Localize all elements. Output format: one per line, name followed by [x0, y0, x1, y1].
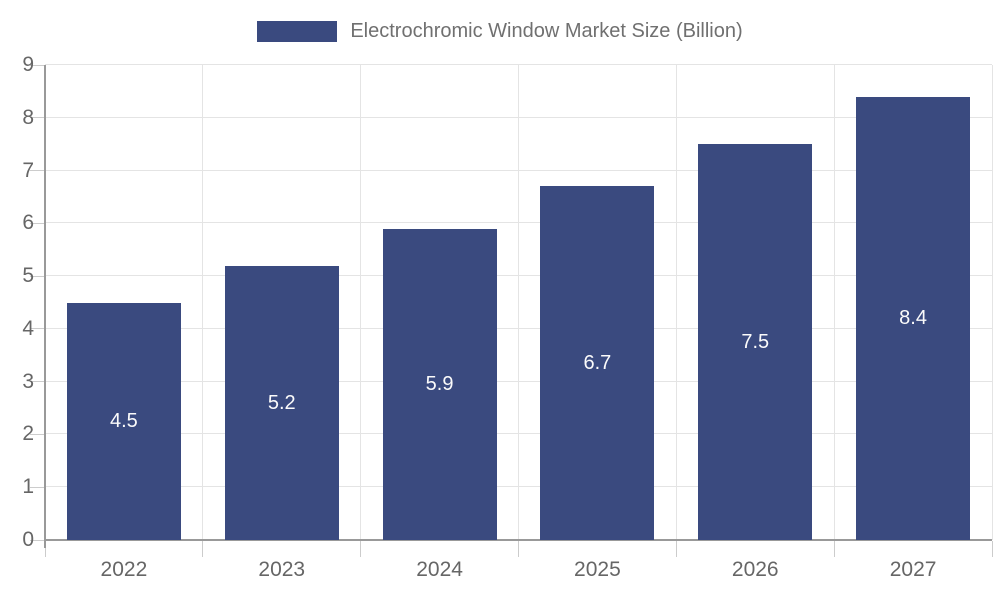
y-axis-tick-label: 2 — [22, 422, 34, 446]
x-axis-tick — [833, 541, 835, 557]
y-axis-tick — [30, 486, 45, 488]
bar: 4.5 — [66, 302, 181, 540]
bar: 6.7 — [540, 186, 655, 540]
x-axis-tick-label: 2023 — [258, 558, 306, 581]
bar-value-label: 7.5 — [741, 331, 770, 354]
bar: 7.5 — [698, 144, 813, 540]
x-axis-tick — [675, 541, 677, 557]
legend-label: Electrochromic Window Market Size (Billi… — [350, 20, 743, 42]
y-axis-tick-label: 9 — [22, 53, 34, 76]
v-gridline — [833, 65, 835, 540]
y-axis-tick-label: 8 — [22, 105, 34, 129]
x-axis-tick — [518, 541, 519, 557]
bar-value-label: 8.4 — [899, 307, 927, 330]
y-axis-tick — [30, 170, 45, 172]
bar-value-label: 5.9 — [425, 373, 454, 396]
x-axis-tick-label: 2026 — [731, 558, 779, 581]
v-gridline — [675, 65, 677, 540]
y-axis-tick — [30, 328, 45, 330]
y-axis-tick — [30, 433, 45, 435]
v-gridline — [991, 65, 993, 540]
y-axis-tick — [30, 539, 45, 541]
x-axis-tick-label: 2024 — [416, 558, 463, 581]
chart-legend: Electrochromic Window Market Size (Billi… — [0, 21, 1000, 42]
y-axis-tick-label: 4 — [22, 316, 34, 340]
y-axis-tick-label: 3 — [22, 369, 34, 393]
plot-area: 4.5 5.2 5.9 6.7 7.5 8.4 — [30, 64, 993, 557]
v-gridline — [518, 65, 519, 540]
x-axis-tick-label: 2027 — [889, 558, 937, 581]
bar: 5.2 — [224, 265, 339, 540]
x-axis-tick-label: 2022 — [100, 558, 148, 581]
y-axis-tick — [30, 222, 45, 224]
bar-value-label: 4.5 — [110, 410, 138, 433]
bar: 5.9 — [382, 228, 497, 540]
v-gridline — [202, 65, 204, 540]
x-axis-tick — [360, 541, 362, 557]
y-axis-tick-label: 6 — [22, 211, 34, 235]
x-axis-tick — [991, 541, 993, 557]
h-gridline — [45, 64, 992, 65]
bar: 8.4 — [856, 96, 971, 540]
y-axis-tick — [30, 275, 45, 277]
x-axis-tick — [44, 541, 46, 557]
y-axis-tick-label: 7 — [22, 158, 34, 182]
legend-swatch — [257, 21, 338, 42]
x-axis-tick — [202, 541, 204, 557]
y-axis-tick — [30, 117, 45, 119]
bar-value-label: 6.7 — [583, 352, 612, 375]
x-axis-tick-label: 2025 — [574, 558, 621, 581]
y-axis-tick-label: 5 — [22, 264, 34, 288]
bar-value-label: 5.2 — [267, 391, 296, 414]
y-axis-tick-label: 1 — [22, 475, 34, 499]
y-axis-tick — [30, 381, 45, 383]
x-axis-line — [44, 539, 992, 541]
y-axis-tick-label: 0 — [22, 528, 34, 551]
y-axis-tick — [30, 64, 45, 66]
v-gridline — [360, 65, 362, 540]
y-axis-line — [44, 65, 46, 548]
